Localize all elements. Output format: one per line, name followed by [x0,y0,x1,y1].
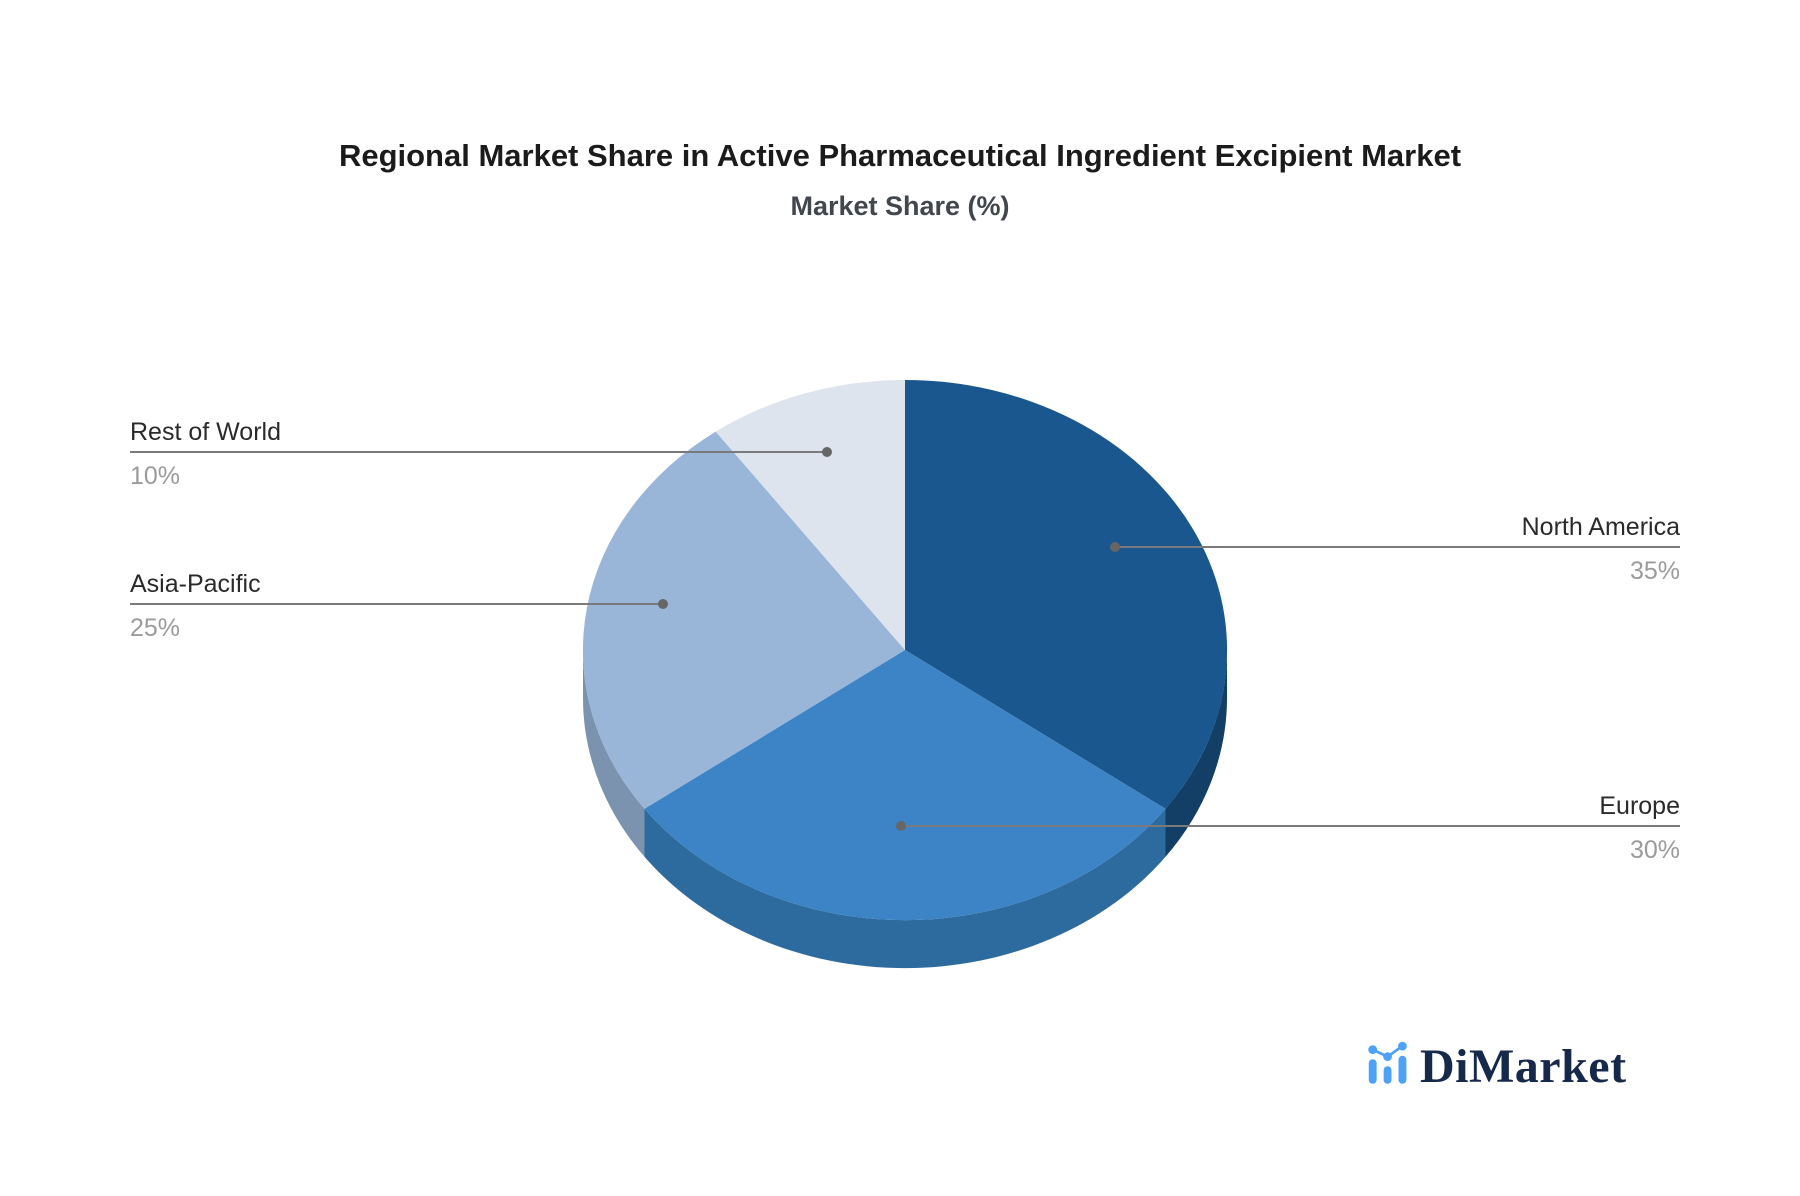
brand-logo: DiMarket [1367,1038,1627,1093]
pie-slice-rest-of-world[interactable] [715,380,905,650]
chart-title: Regional Market Share in Active Pharmace… [338,138,1462,173]
pie-slice-side-asia-pacific [582,650,645,857]
pie-slice-side-europe [644,808,1166,969]
callout-europe-label: Europe [1599,792,1680,820]
callout-north-america-value: 35% [1629,557,1680,585]
pie-slice-north-america[interactable] [905,379,1228,809]
leader-dot-europe [896,821,906,831]
callout-asia-pacific-label: Asia-Pacific [130,570,261,598]
leader-dot-north-america [1110,542,1120,552]
callout-asia-pacific-value: 25% [130,614,181,642]
callout-europe-value: 30% [1629,836,1680,864]
pie-slice-europe[interactable] [644,650,1166,921]
callout-north-america-label: North America [1521,513,1680,541]
pie-slice-asia-pacific[interactable] [582,431,905,809]
bar-line-chart-icon [1368,1041,1407,1084]
pie-slice-side-north-america [1165,650,1227,857]
leader-dot-asia-pacific [658,599,668,609]
chart-subtitle: Market Share (%) [790,191,1010,221]
logo-text: DiMarket [1420,1040,1627,1093]
callout-rest-of-world-value: 10% [130,462,181,490]
callout-rest-of-world-label: Rest of World [130,418,281,446]
leader-dot-rest-of-world [822,447,832,457]
